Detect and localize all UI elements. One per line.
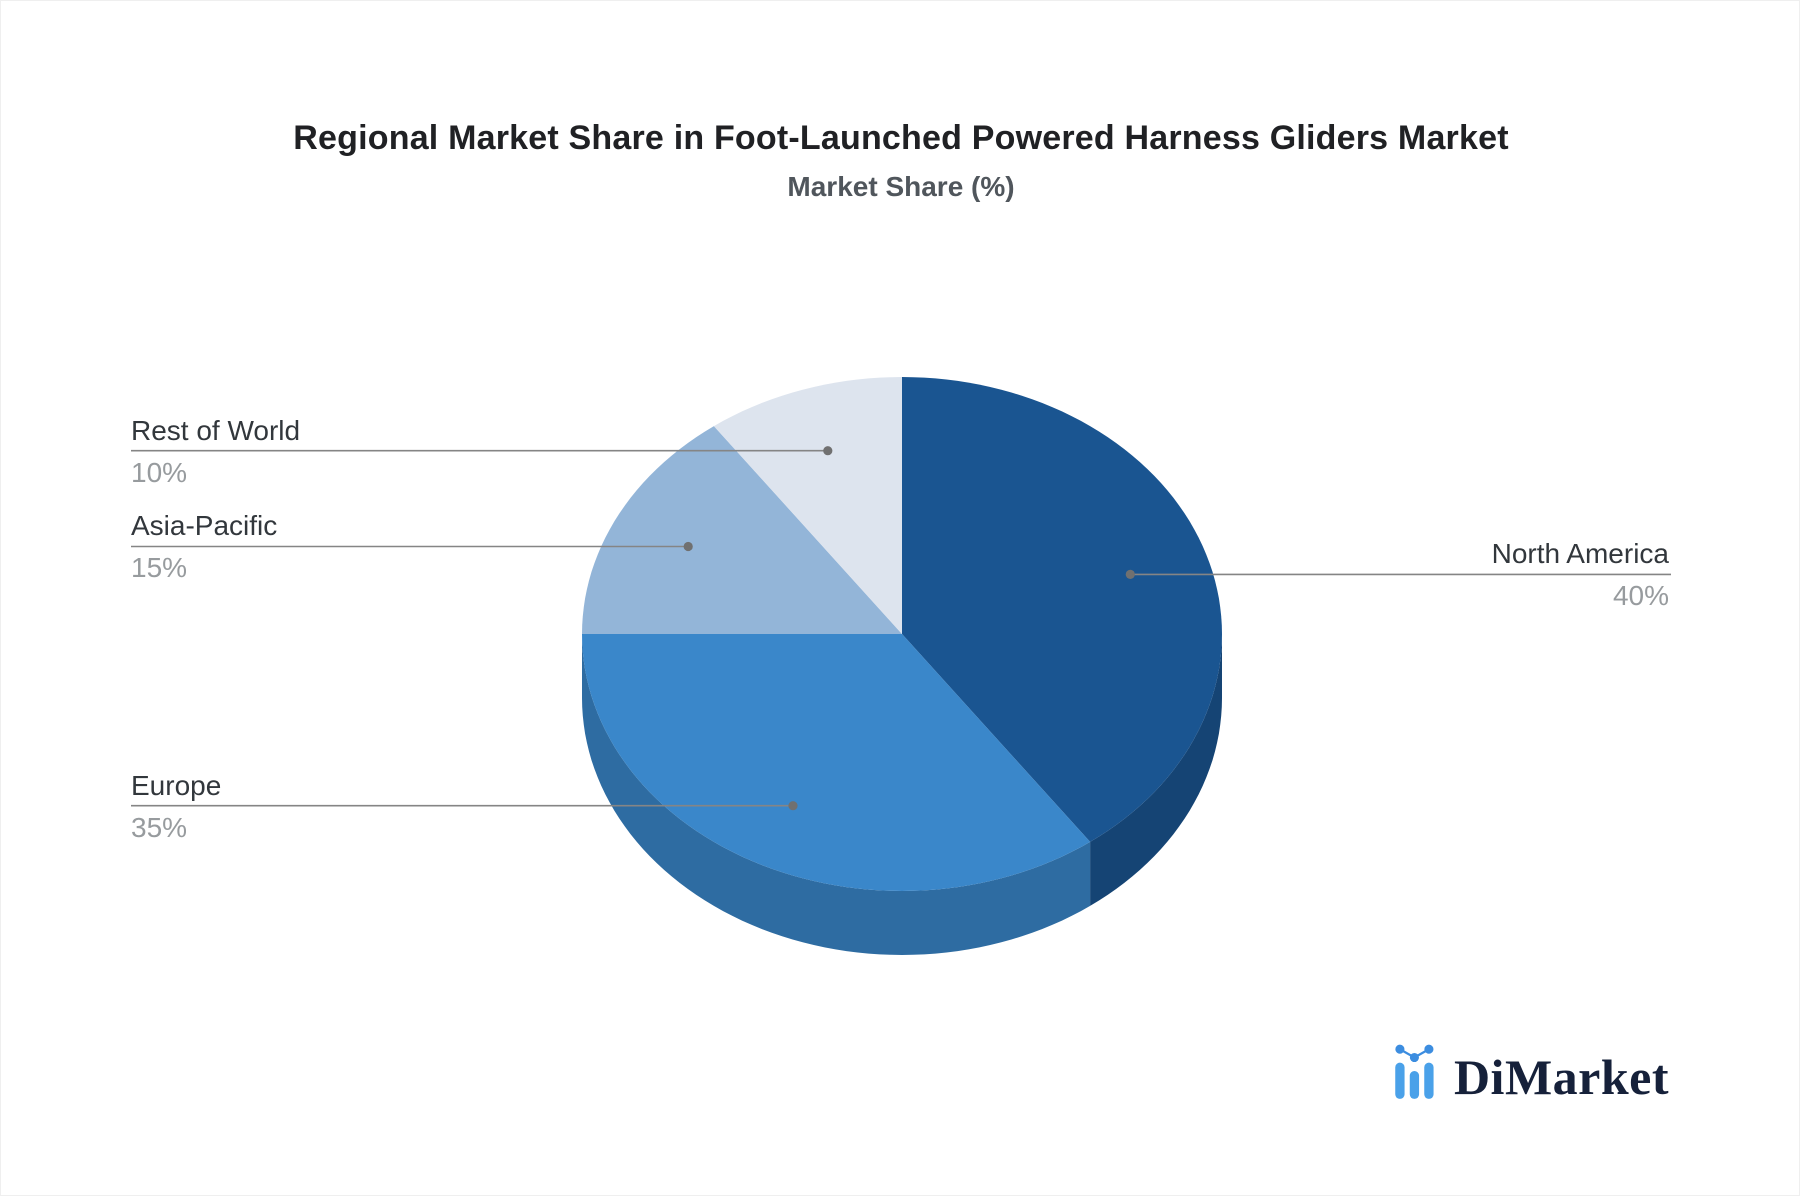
callout-north-america: North America 40% [1109,540,1669,620]
pie-slice-north-america [902,377,1222,842]
pie-slice-asia-pacific [582,426,902,634]
pie-slice-side-europe [582,634,1091,955]
callout-dot-asia-pacific [683,541,693,552]
slice-label: North America [1491,538,1669,569]
callout-dot-rest-of-world [823,446,833,456]
pie-slice-rest-of-world [713,377,902,634]
slice-label: Asia-Pacific [131,510,278,541]
slice-value: 40% [1612,580,1669,611]
slice-label: Rest of World [131,415,301,446]
slice-value: 35% [131,812,188,843]
chart-subtitle: Market Share (%) [787,171,1015,202]
slice-value: 15% [131,552,188,583]
callout-dot-europe [788,801,798,811]
callout-europe: Europe 35% [131,772,801,852]
callout-asia-pacific: Asia-Pacific 15% [131,512,731,592]
callout-rest-of-world: Rest of World 10% [131,417,831,497]
pie-slice-side-north-america [1090,634,1222,906]
chart-title: Regional Market Share in Foot-Launched P… [293,119,1509,157]
brand-logo: DiMarket [1394,1043,1669,1105]
pie-slice-europe [582,634,1091,891]
slice-label: Europe [131,770,222,801]
callout-dot-north-america [1125,569,1135,580]
slice-value: 10% [131,457,188,488]
bar-chart-icon [1395,1044,1434,1099]
brand-name: DiMarket [1453,1049,1669,1105]
